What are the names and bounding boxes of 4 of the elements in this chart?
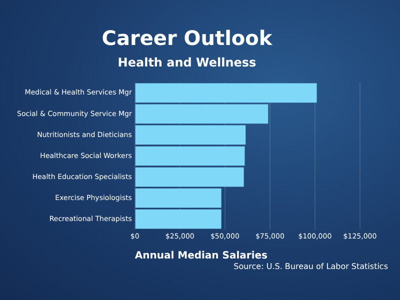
source-note: Source: U.S. Bureau of Labor Statistics <box>234 262 388 272</box>
chart-title: Career Outlook <box>102 26 273 50</box>
x-axis-title: Annual Median Salaries <box>134 250 268 262</box>
chart-subtitle: Health and Wellness <box>118 55 256 70</box>
